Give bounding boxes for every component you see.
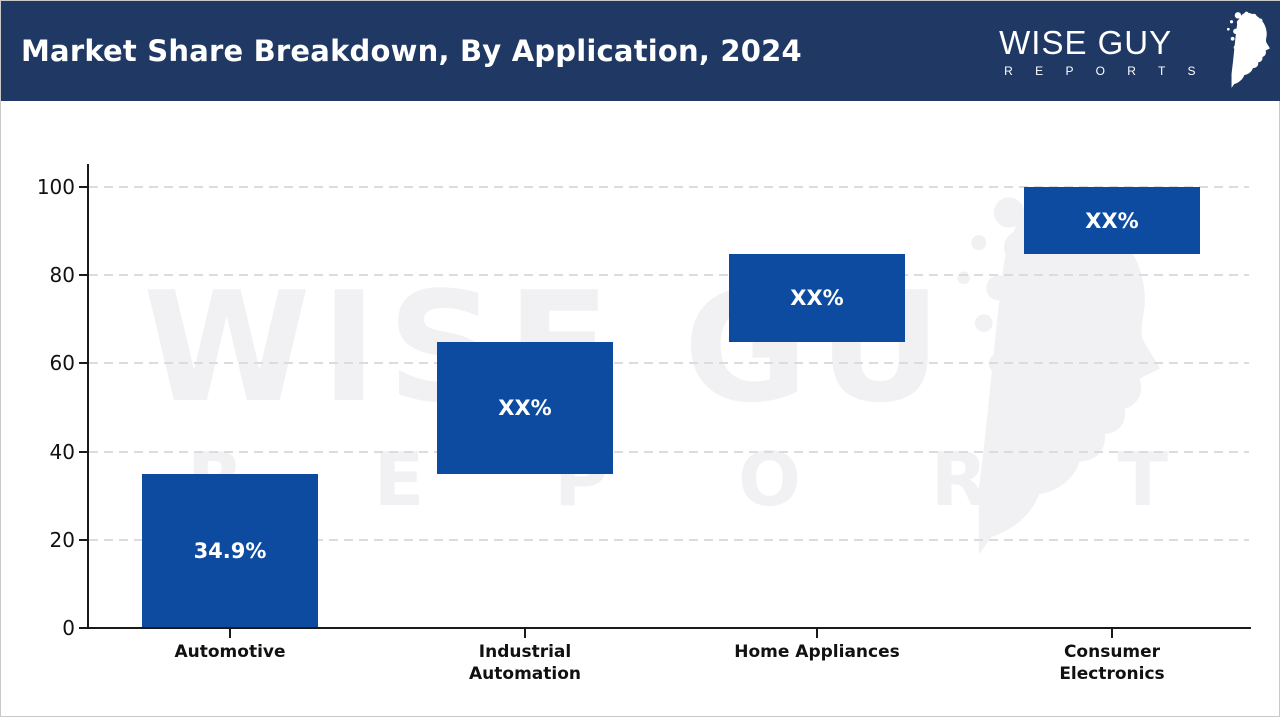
- y-tick-label-40: 40: [49, 439, 75, 464]
- bar-value-label-home-appliances: XX%: [790, 285, 844, 310]
- gridline-60: [89, 362, 1249, 365]
- header-bar: Market Share Breakdown, By Application, …: [1, 1, 1280, 101]
- bar-value-label-automotive: 34.9%: [193, 539, 267, 564]
- y-tick-mark-40: [79, 450, 88, 453]
- logo-face-icon: [1227, 11, 1270, 88]
- gridline-40: [89, 450, 1249, 453]
- bar-value-label-industrial-automation: XX%: [498, 395, 552, 420]
- gridline-20: [89, 538, 1249, 541]
- y-tick-label-20: 20: [49, 527, 75, 552]
- logo-reports-text: R E P O R T S: [1004, 63, 1205, 78]
- x-axis-label-consumer-electronics: Consumer Electronics: [1059, 642, 1165, 685]
- bar-value-label-consumer-electronics: XX%: [1085, 208, 1139, 233]
- y-tick-label-0: 0: [62, 616, 75, 640]
- bar-home-appliances: XX%: [729, 254, 905, 342]
- x-axis-label-automotive: Automotive: [174, 642, 286, 662]
- y-tick-mark-20: [79, 538, 88, 541]
- gridline-100: [89, 186, 1249, 188]
- x-axis-line: [87, 627, 1251, 629]
- x-axis-label-industrial-automation: Industrial Automation: [469, 642, 581, 685]
- wiseguy-logo: WISE GUY R E P O R T S: [999, 7, 1271, 93]
- logo-wordmark: WISE GUY: [999, 24, 1173, 62]
- y-tick-mark-60: [79, 362, 88, 365]
- bar-automotive: 34.9%: [142, 474, 318, 628]
- y-tick-mark-80: [79, 274, 88, 277]
- bar-industrial-automation: XX%: [437, 341, 613, 475]
- y-tick-label-100: 100: [36, 175, 75, 199]
- y-tick-label-60: 60: [49, 351, 75, 376]
- x-tick-mark-home-appliances: [816, 629, 818, 638]
- x-tick-mark-industrial-automation: [524, 629, 526, 638]
- bar-consumer-electronics: XX%: [1024, 187, 1200, 255]
- x-axis-label-home-appliances: Home Appliances: [734, 642, 900, 662]
- chart-title: Market Share Breakdown, By Application, …: [21, 34, 802, 68]
- gridline-80: [89, 274, 1249, 277]
- x-tick-mark-consumer-electronics: [1111, 629, 1113, 638]
- x-tick-mark-automotive: [229, 629, 231, 638]
- y-axis-line: [87, 164, 89, 629]
- y-tick-label-80: 80: [49, 263, 75, 288]
- y-tick-mark-0: [79, 627, 88, 629]
- y-tick-mark-100: [79, 186, 88, 188]
